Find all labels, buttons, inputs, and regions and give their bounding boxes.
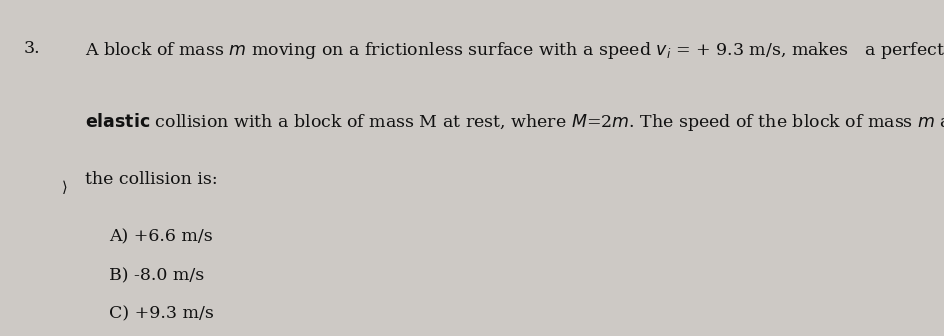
Text: B) -8.0 m/s: B) -8.0 m/s	[109, 267, 204, 284]
Text: 3.: 3.	[24, 40, 41, 57]
Text: A) +6.6 m/s: A) +6.6 m/s	[109, 228, 212, 246]
Text: $\mathbf{elastic}$ collision with a block of mass M at rest, where $\it{M}$=2$\i: $\mathbf{elastic}$ collision with a bloc…	[85, 111, 944, 133]
Text: C) +9.3 m/s: C) +9.3 m/s	[109, 306, 213, 323]
Text: $\rangle$: $\rangle$	[61, 178, 68, 196]
Text: A block of mass $\it{m}$ moving on a frictionless surface with a speed $v_i$ = +: A block of mass $\it{m}$ moving on a fri…	[85, 40, 944, 61]
Text: the collision is:: the collision is:	[85, 171, 217, 188]
